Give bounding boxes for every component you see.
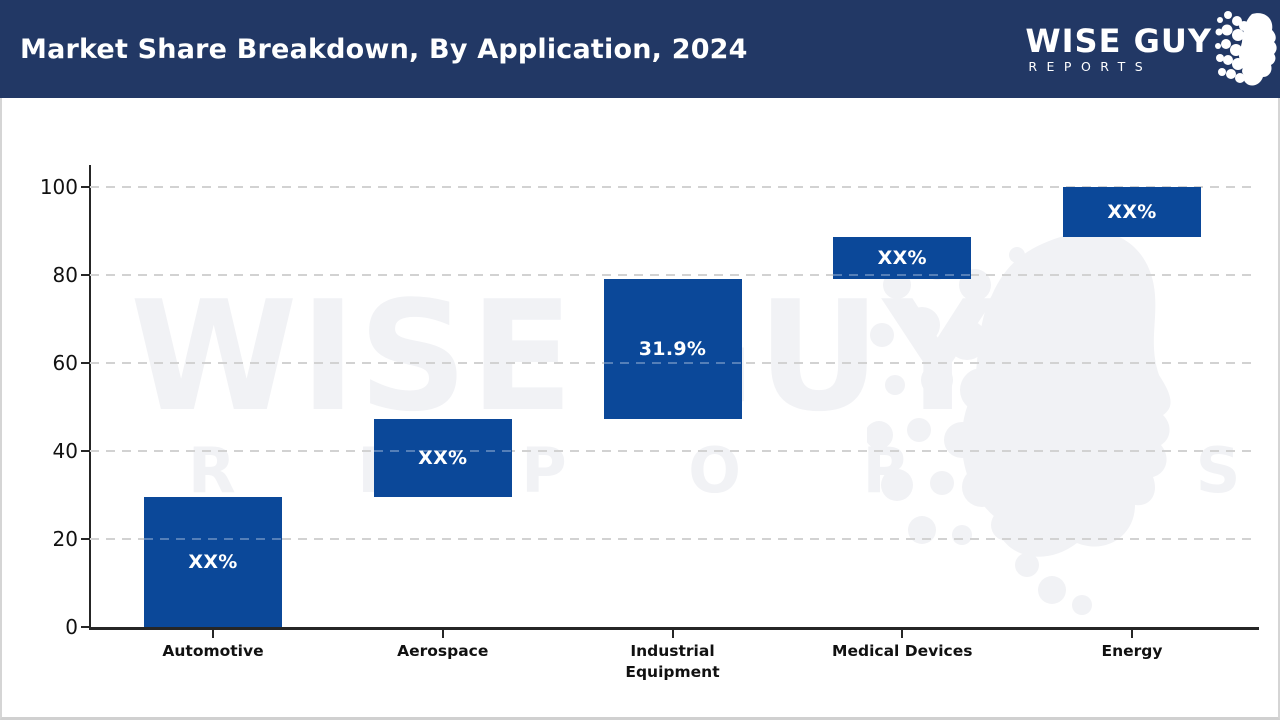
y-axis-tick xyxy=(81,538,89,540)
x-tick-label: Automotive xyxy=(162,642,264,660)
chart-canvas: WISE GUY R E P O R T S 0 20 40 60 80 100 XX% Au… xyxy=(0,98,1280,720)
bar: XX% xyxy=(373,419,512,498)
gridline xyxy=(90,186,1258,188)
gridline xyxy=(90,450,1258,452)
page-title: Market Share Breakdown, By Application, … xyxy=(20,33,748,65)
x-axis-tick xyxy=(901,630,904,638)
y-axis-tick xyxy=(81,626,89,628)
x-axis-tick xyxy=(671,630,674,638)
y-tick-label: 100 xyxy=(39,175,78,199)
bar: 31.9% xyxy=(603,278,742,420)
y-tick-label: 80 xyxy=(52,263,78,287)
y-axis-tick xyxy=(81,274,89,276)
bar-value-label: XX% xyxy=(1107,201,1157,224)
brand-face-icon xyxy=(1215,11,1277,86)
gridline xyxy=(90,274,1258,276)
gridline-over-bar xyxy=(373,449,512,452)
y-axis-spine xyxy=(89,165,91,629)
x-axis-line xyxy=(89,627,1259,630)
bar-value-label: XX% xyxy=(877,247,927,270)
watermark-face xyxy=(867,231,1171,615)
brand-subtext: REPORTS xyxy=(1028,58,1153,74)
gridline xyxy=(90,538,1258,540)
bar-value-label: XX% xyxy=(418,447,468,470)
y-tick-label: 60 xyxy=(52,351,78,375)
watermark-wordmark: WISE GUY xyxy=(130,268,995,445)
brand-logo: WISE GUY REPORTS xyxy=(1025,0,1280,98)
y-tick-label: 40 xyxy=(52,439,78,463)
x-axis-tick xyxy=(441,630,444,638)
bar: XX% xyxy=(144,497,282,627)
gridline-over-bar xyxy=(833,273,972,276)
y-tick-label: 0 xyxy=(65,615,78,639)
bar: XX% xyxy=(1063,187,1201,238)
y-axis-tick xyxy=(81,186,89,188)
x-tick-label: Energy xyxy=(1101,642,1163,660)
brand-wordmark: WISE GUY xyxy=(1025,21,1212,60)
y-tick-label: 20 xyxy=(52,527,78,551)
gridline-over-bar xyxy=(144,537,282,540)
x-tick-label: Industrial Equipment xyxy=(625,642,720,681)
header-bar: Market Share Breakdown, By Application, … xyxy=(0,0,1280,98)
x-axis-tick xyxy=(1131,630,1133,638)
x-tick-label: Aerospace xyxy=(397,642,489,660)
brand-wordmark-block: WISE GUY REPORTS xyxy=(1025,25,1212,74)
bar: XX% xyxy=(833,237,972,279)
gridline-over-bar xyxy=(603,361,742,364)
bar-value-label: 31.9% xyxy=(638,338,707,361)
x-tick-label: Medical Devices xyxy=(832,642,973,660)
bar-value-label: XX% xyxy=(188,551,238,574)
x-axis-tick xyxy=(212,630,214,638)
y-axis-tick xyxy=(81,450,89,452)
y-axis-tick xyxy=(81,362,89,364)
